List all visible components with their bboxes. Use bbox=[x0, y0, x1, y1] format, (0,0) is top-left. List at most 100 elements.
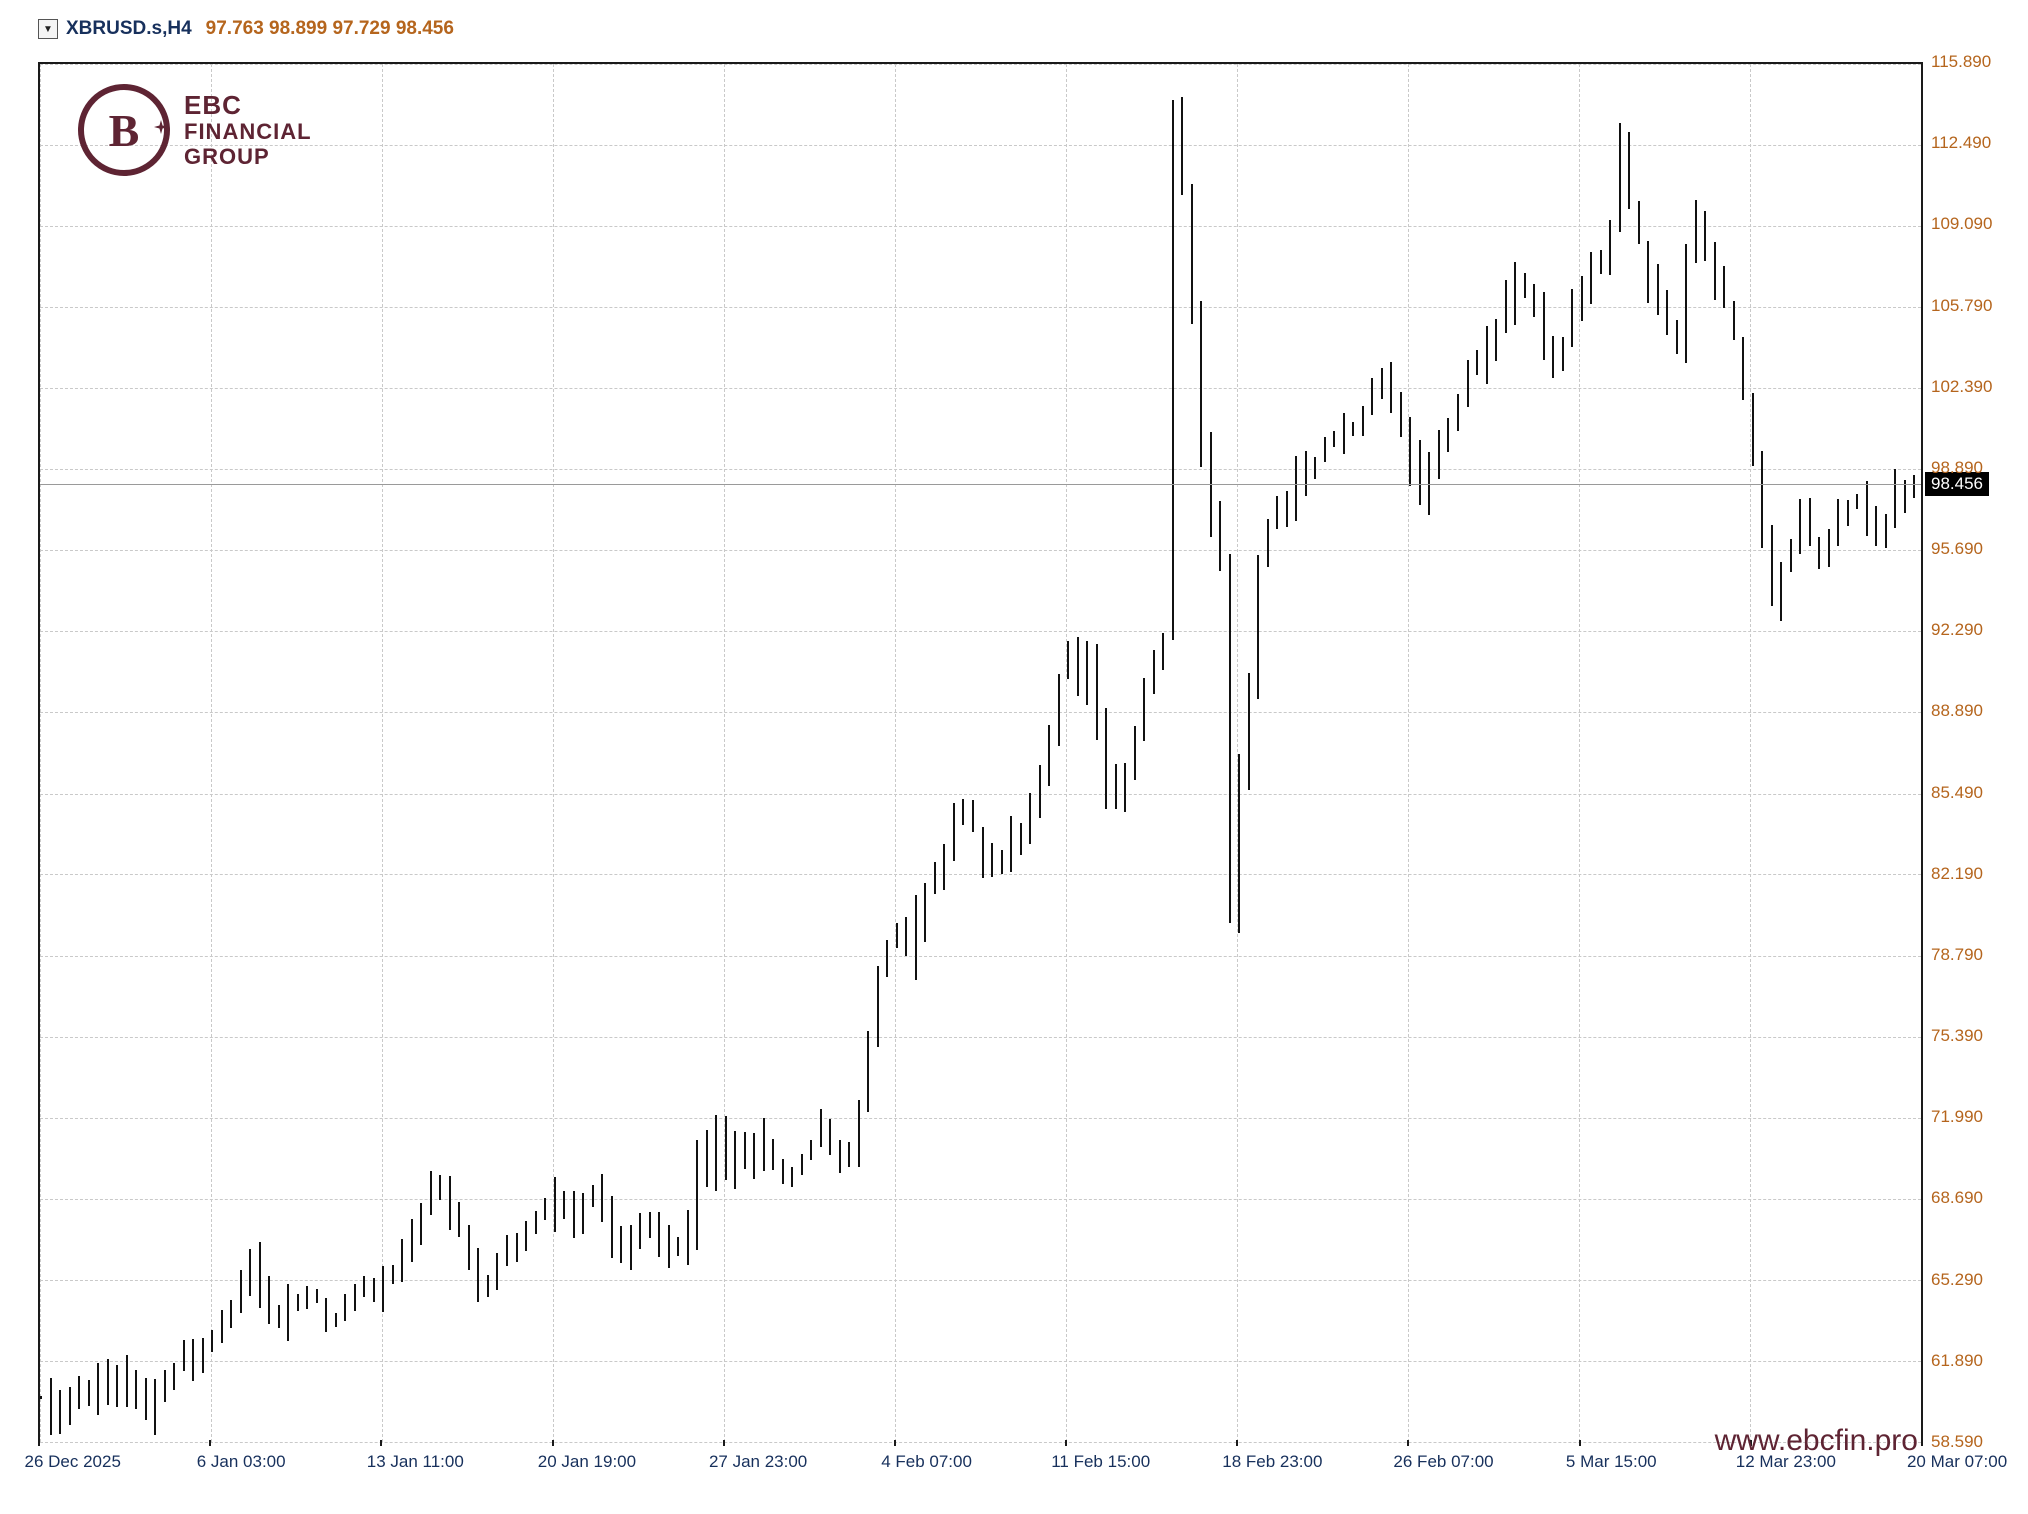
ohlc-bar-125[interactable] bbox=[1229, 554, 1231, 923]
ohlc-bar-21[interactable] bbox=[240, 1270, 242, 1313]
ohlc-bar-130[interactable] bbox=[1276, 496, 1278, 529]
ohlc-bar-138[interactable] bbox=[1352, 422, 1354, 435]
ohlc-bar-119[interactable] bbox=[1172, 100, 1174, 640]
ohlc-bar-88[interactable] bbox=[877, 966, 879, 1047]
ohlc-bar-103[interactable] bbox=[1020, 823, 1022, 855]
ohlc-bar-49[interactable] bbox=[506, 1235, 508, 1266]
ohlc-bar-175[interactable] bbox=[1704, 211, 1706, 261]
chart-plot-area[interactable]: 98.456 bbox=[38, 62, 1921, 1442]
ohlc-bar-180[interactable] bbox=[1752, 393, 1754, 465]
ohlc-bar-45[interactable] bbox=[468, 1225, 470, 1270]
ohlc-bar-17[interactable] bbox=[202, 1338, 204, 1373]
ohlc-bar-197[interactable] bbox=[1913, 475, 1915, 499]
ohlc-bar-118[interactable] bbox=[1162, 633, 1164, 670]
ohlc-bar-80[interactable] bbox=[801, 1154, 803, 1175]
ohlc-bar-110[interactable] bbox=[1086, 641, 1088, 705]
ohlc-bar-46[interactable] bbox=[477, 1248, 479, 1303]
ohlc-bar-64[interactable] bbox=[649, 1212, 651, 1238]
ohlc-bar-117[interactable] bbox=[1153, 650, 1155, 694]
ohlc-bar-172[interactable] bbox=[1676, 320, 1678, 355]
ohlc-bar-112[interactable] bbox=[1105, 708, 1107, 809]
ohlc-bar-81[interactable] bbox=[810, 1140, 812, 1160]
y-axis[interactable]: 115.890 112.490 109.090 105.790 102.390 98.89… bbox=[1921, 62, 2021, 1442]
ohlc-bar-191[interactable] bbox=[1856, 494, 1858, 508]
ohlc-bar-61[interactable] bbox=[620, 1226, 622, 1263]
ohlc-bar-105[interactable] bbox=[1039, 765, 1041, 818]
ohlc-bar-157[interactable] bbox=[1533, 284, 1535, 317]
ohlc-bar-193[interactable] bbox=[1875, 506, 1877, 546]
ohlc-bar-70[interactable] bbox=[706, 1130, 708, 1187]
ohlc-bar-141[interactable] bbox=[1381, 368, 1383, 398]
ohlc-bar-165[interactable] bbox=[1609, 220, 1611, 275]
ohlc-bar-24[interactable] bbox=[268, 1276, 270, 1324]
ohlc-bar-164[interactable] bbox=[1600, 250, 1602, 274]
ohlc-bar-148[interactable] bbox=[1447, 418, 1449, 452]
ohlc-bar-167[interactable] bbox=[1628, 132, 1630, 210]
ohlc-bar-169[interactable] bbox=[1647, 241, 1649, 303]
ohlc-bar-52[interactable] bbox=[535, 1211, 537, 1235]
ohlc-bar-7[interactable] bbox=[107, 1359, 109, 1405]
ohlc-bar-22[interactable] bbox=[249, 1249, 251, 1297]
ohlc-bar-147[interactable] bbox=[1438, 430, 1440, 480]
ohlc-bar-33[interactable] bbox=[354, 1284, 356, 1311]
ohlc-bar-60[interactable] bbox=[611, 1196, 613, 1258]
ohlc-bar-106[interactable] bbox=[1048, 725, 1050, 786]
ohlc-bar-15[interactable] bbox=[183, 1340, 185, 1370]
ohlc-bar-144[interactable] bbox=[1409, 417, 1411, 486]
ohlc-bar-19[interactable] bbox=[221, 1310, 223, 1342]
ohlc-bar-129[interactable] bbox=[1267, 519, 1269, 568]
ohlc-bar-128[interactable] bbox=[1257, 555, 1259, 699]
ohlc-bar-142[interactable] bbox=[1390, 362, 1392, 413]
ohlc-bar-37[interactable] bbox=[392, 1265, 394, 1284]
ohlc-bar-179[interactable] bbox=[1742, 337, 1744, 400]
ohlc-bar-101[interactable] bbox=[1001, 850, 1003, 874]
ohlc-bar-154[interactable] bbox=[1505, 280, 1507, 333]
ohlc-bar-11[interactable] bbox=[145, 1378, 147, 1420]
ohlc-bar-92[interactable] bbox=[915, 895, 917, 980]
ohlc-bar-85[interactable] bbox=[848, 1142, 850, 1167]
ohlc-bar-44[interactable] bbox=[458, 1202, 460, 1237]
ohlc-bar-72[interactable] bbox=[725, 1116, 727, 1181]
ohlc-bar-30[interactable] bbox=[325, 1298, 327, 1333]
ohlc-bar-176[interactable] bbox=[1714, 242, 1716, 300]
ohlc-bar-87[interactable] bbox=[867, 1031, 869, 1112]
ohlc-bar-102[interactable] bbox=[1010, 816, 1012, 873]
ohlc-bar-100[interactable] bbox=[991, 843, 993, 877]
ohlc-bar-74[interactable] bbox=[744, 1132, 746, 1168]
ohlc-bar-83[interactable] bbox=[829, 1119, 831, 1155]
ohlc-bar-71[interactable] bbox=[715, 1115, 717, 1191]
ohlc-bar-62[interactable] bbox=[630, 1225, 632, 1270]
ohlc-bar-160[interactable] bbox=[1562, 337, 1564, 371]
ohlc-bar-178[interactable] bbox=[1733, 301, 1735, 340]
ohlc-bar-43[interactable] bbox=[449, 1176, 451, 1230]
ohlc-bar-40[interactable] bbox=[420, 1203, 422, 1245]
ohlc-bar-194[interactable] bbox=[1885, 514, 1887, 548]
ohlc-bar-133[interactable] bbox=[1305, 451, 1307, 496]
ohlc-bar-58[interactable] bbox=[592, 1185, 594, 1207]
ohlc-bar-107[interactable] bbox=[1058, 674, 1060, 746]
ohlc-bar-116[interactable] bbox=[1143, 678, 1145, 742]
ohlc-bar-149[interactable] bbox=[1457, 394, 1459, 431]
ohlc-bar-8[interactable] bbox=[116, 1365, 118, 1407]
ohlc-bar-55[interactable] bbox=[563, 1191, 565, 1219]
ohlc-bar-27[interactable] bbox=[297, 1294, 299, 1312]
ohlc-bar-99[interactable] bbox=[982, 827, 984, 878]
ohlc-bar-152[interactable] bbox=[1486, 326, 1488, 384]
ohlc-bar-3[interactable] bbox=[69, 1387, 71, 1426]
ohlc-bar-75[interactable] bbox=[753, 1133, 755, 1180]
ohlc-bar-163[interactable] bbox=[1590, 252, 1592, 304]
ohlc-bar-173[interactable] bbox=[1685, 244, 1687, 364]
ohlc-bar-96[interactable] bbox=[953, 803, 955, 861]
ohlc-bar-4[interactable] bbox=[78, 1376, 80, 1409]
ohlc-bar-32[interactable] bbox=[344, 1294, 346, 1321]
ohlc-bar-2[interactable] bbox=[59, 1390, 61, 1434]
ohlc-bar-25[interactable] bbox=[278, 1305, 280, 1329]
ohlc-bar-114[interactable] bbox=[1124, 763, 1126, 812]
ohlc-bar-192[interactable] bbox=[1866, 481, 1868, 536]
symbol-dropdown-icon[interactable]: ▼ bbox=[38, 19, 58, 39]
ohlc-bar-34[interactable] bbox=[363, 1276, 365, 1297]
ohlc-bar-63[interactable] bbox=[639, 1213, 641, 1248]
ohlc-bar-174[interactable] bbox=[1695, 200, 1697, 263]
ohlc-bar-115[interactable] bbox=[1134, 726, 1136, 780]
ohlc-bar-97[interactable] bbox=[962, 799, 964, 825]
